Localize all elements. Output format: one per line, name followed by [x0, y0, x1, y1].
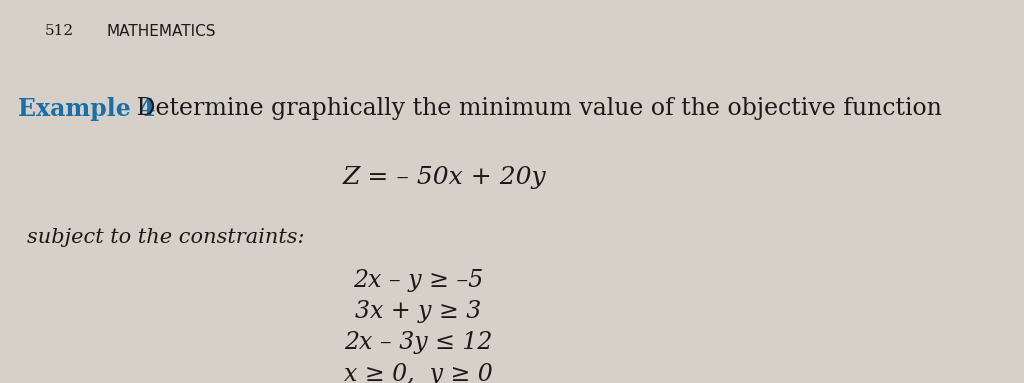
Text: Z = – 50x + 20y: Z = – 50x + 20y — [343, 166, 547, 189]
Text: Example 4: Example 4 — [17, 97, 156, 121]
Text: 2x – y ≥ –5: 2x – y ≥ –5 — [353, 269, 483, 292]
Text: subject to the constraints:: subject to the constraints: — [27, 228, 304, 247]
Text: 512: 512 — [44, 24, 74, 38]
Text: 3x + y ≥ 3: 3x + y ≥ 3 — [355, 300, 481, 323]
Text: MATHEMATICS: MATHEMATICS — [106, 24, 216, 39]
Text: x ≥ 0,  y ≥ 0: x ≥ 0, y ≥ 0 — [344, 363, 493, 383]
Text: 2x – 3y ≤ 12: 2x – 3y ≤ 12 — [344, 331, 493, 354]
Text: Determine graphically the minimum value of the objective function: Determine graphically the minimum value … — [129, 97, 942, 119]
